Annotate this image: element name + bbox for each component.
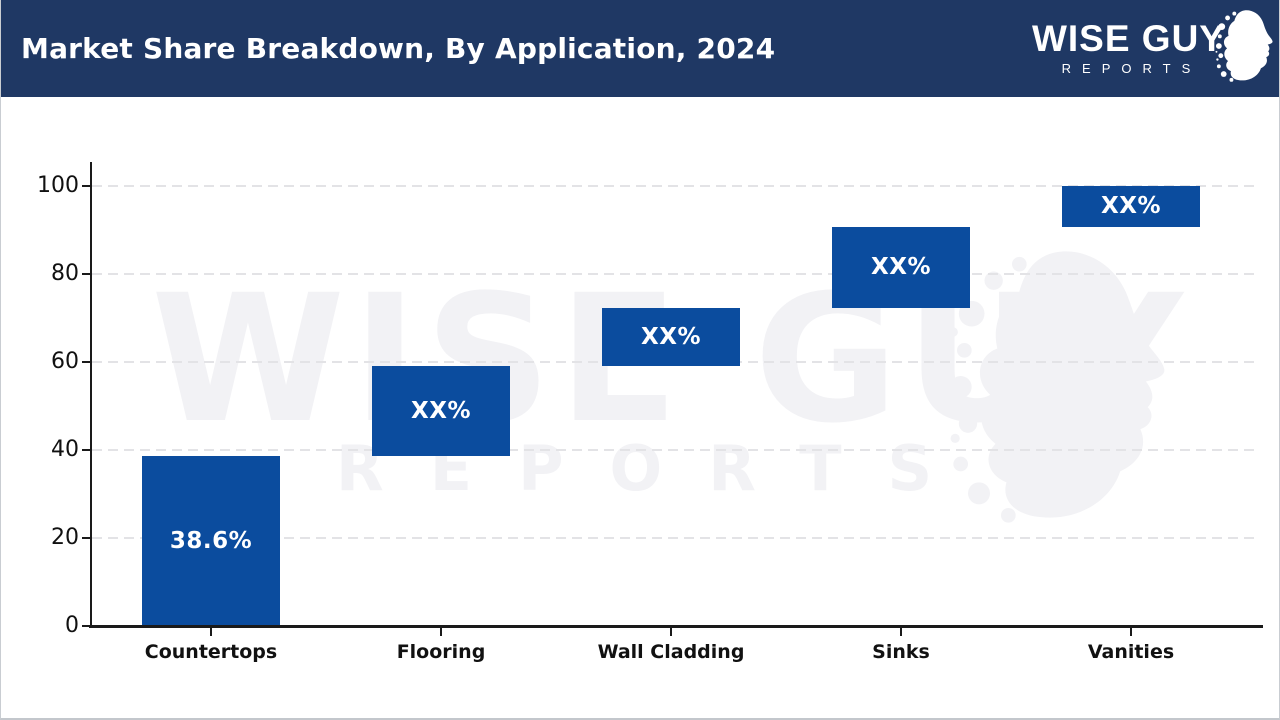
logo-wordmark-block: WISE GUY REPORTS	[1032, 20, 1225, 76]
bar-value-label: XX%	[410, 397, 471, 424]
gridline	[92, 537, 1255, 539]
y-tick-mark	[82, 449, 90, 451]
header: Market Share Breakdown, By Application, …	[1, 0, 1279, 97]
y-tick-label: 20	[51, 525, 79, 550]
x-tick-mark	[670, 628, 672, 636]
y-tick-label: 60	[51, 349, 79, 374]
y-tick-mark	[82, 361, 90, 363]
gridline	[92, 273, 1255, 275]
x-tick-mark	[900, 628, 902, 636]
x-axis	[89, 625, 1263, 628]
y-axis	[90, 162, 92, 628]
watermark-head-icon	[946, 212, 1166, 566]
logo: WISE GUY REPORTS	[1032, 5, 1273, 91]
x-tick-mark	[1130, 628, 1132, 636]
y-tick-mark	[82, 625, 90, 627]
gridline	[92, 449, 1255, 451]
y-tick-mark	[82, 185, 90, 187]
category-label: Vanities	[1087, 641, 1175, 663]
page-title: Market Share Breakdown, By Application, …	[21, 32, 776, 65]
bar: XX%	[602, 307, 740, 366]
bar: XX%	[1062, 186, 1200, 227]
bar: XX%	[372, 365, 510, 457]
gridline	[92, 185, 1255, 187]
category-label: Countertops	[144, 641, 278, 663]
bar: 38.6%	[142, 456, 280, 626]
bar-value-label: XX%	[1100, 193, 1161, 220]
logo-wordmark: WISE GUY	[1031, 18, 1225, 59]
category-label: Wall Cladding	[597, 641, 745, 663]
logo-head-icon	[1215, 5, 1273, 91]
category-label: Flooring	[396, 641, 486, 663]
y-tick-label: 0	[65, 613, 79, 638]
bar-value-label: XX%	[870, 254, 931, 281]
y-tick-mark	[82, 273, 90, 275]
category-label: Sinks	[872, 641, 930, 663]
y-tick-label: 40	[51, 437, 79, 462]
bar-value-label: XX%	[640, 323, 701, 350]
y-tick-label: 80	[51, 261, 79, 286]
x-tick-mark	[440, 628, 442, 636]
y-tick-mark	[82, 537, 90, 539]
x-tick-mark	[210, 628, 212, 636]
logo-reports-label: REPORTS	[1061, 61, 1202, 76]
bar-value-label: 38.6%	[169, 528, 253, 555]
y-tick-label: 100	[37, 173, 79, 198]
bar: XX%	[832, 226, 970, 308]
